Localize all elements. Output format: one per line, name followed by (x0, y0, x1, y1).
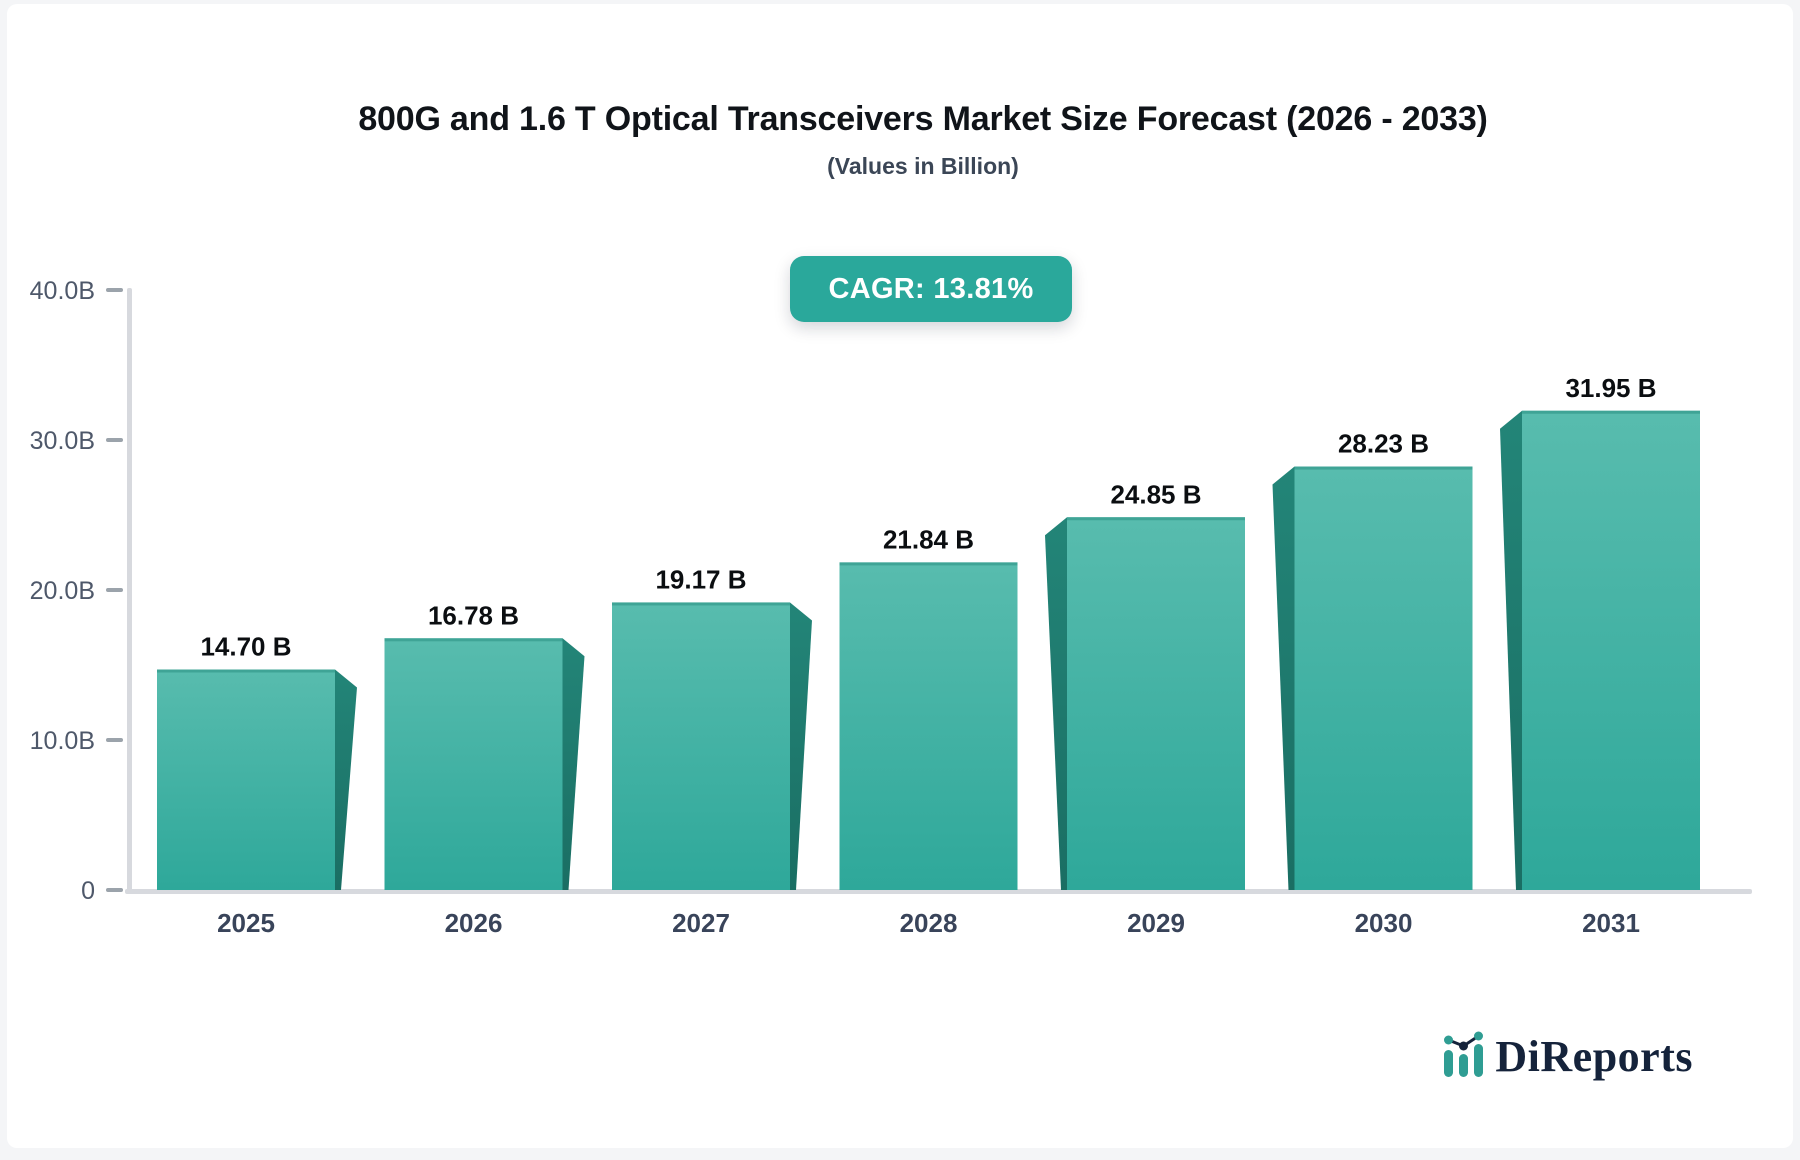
bar-2027: 19.17 B 2027 (612, 564, 812, 938)
bar-side-face (790, 602, 812, 890)
x-axis-label: 2027 (672, 908, 730, 938)
bar-front-face (1522, 410, 1700, 890)
bar-front-face (1294, 466, 1473, 890)
bar-value-label: 16.78 B (428, 600, 519, 630)
bar-2031: 31.95 B 2031 (1500, 373, 1700, 938)
bar-2030: 28.23 B 2030 (1272, 429, 1473, 938)
chart-header: 800G and 1.6 T Optical Transceivers Mark… (7, 100, 1793, 180)
bar-top-edge (839, 562, 1018, 566)
cagr-badge-label: CAGR: 13.81% (828, 272, 1034, 305)
y-tick-mark (106, 588, 123, 592)
x-axis-label: 2025 (217, 908, 275, 938)
y-tick-label: 30.0B (30, 427, 95, 455)
x-axis-line (125, 889, 1752, 894)
bar-top-edge (157, 669, 335, 673)
bar-top-edge (1522, 410, 1700, 414)
x-axis-label: 2030 (1355, 908, 1413, 938)
bar-2026: 16.78 B 2026 (384, 600, 585, 938)
x-axis-label: 2031 (1582, 908, 1640, 938)
bar-front-face (157, 669, 335, 890)
bar-side-face (1500, 410, 1522, 890)
cagr-badge: CAGR: 13.81% (790, 256, 1072, 322)
y-tick-mark (106, 888, 123, 892)
chart-title: 800G and 1.6 T Optical Transceivers Mark… (358, 100, 1488, 138)
bar-2028: 21.84 B 2028 (839, 524, 1018, 938)
y-axis-line (127, 288, 132, 894)
y-tick-label: 10.0B (30, 727, 95, 755)
bar-top-edge (384, 638, 563, 642)
direports-logo: DiReports (1442, 1022, 1693, 1082)
bar-top-edge (1067, 517, 1245, 521)
bar-2029: 24.85 B 2029 (1045, 479, 1245, 938)
bar-value-label: 21.84 B (883, 524, 974, 554)
chart-card: 800G and 1.6 T Optical Transceivers Mark… (7, 4, 1793, 1148)
bar-2025: 14.70 B 2025 (157, 632, 357, 938)
bar-value-label: 24.85 B (1110, 479, 1201, 509)
bar-value-label: 14.70 B (200, 632, 291, 662)
bar-top-edge (1294, 466, 1473, 470)
y-tick-mark (106, 288, 123, 292)
bar-top-edge (612, 602, 790, 606)
bar-side-face (1272, 466, 1295, 890)
bar-value-label: 19.17 B (655, 564, 746, 594)
mini-bar-line-chart-icon (1444, 1031, 1484, 1077)
bar-front-face (1067, 517, 1245, 890)
bar-side-face (1045, 517, 1067, 890)
x-axis-label: 2026 (445, 908, 503, 938)
y-tick-mark (106, 738, 123, 742)
bar-chart: 0 10.0B 20.0B 30.0B 40.0B 14.70 B 2025 16.78 B 2… (30, 277, 1752, 938)
bar-value-label: 28.23 B (1338, 429, 1429, 459)
bar-value-label: 31.95 B (1565, 373, 1656, 403)
bar-side-face (335, 669, 357, 890)
y-tick-mark (106, 438, 123, 442)
y-tick-label: 40.0B (30, 277, 95, 305)
chart-subtitle: (Values in Billion) (827, 153, 1019, 179)
x-axis-label: 2028 (900, 908, 958, 938)
bar-front-face (612, 602, 790, 890)
y-tick-label: 0 (81, 877, 95, 905)
x-axis-label: 2029 (1127, 908, 1185, 938)
direports-logo-text: DiReports (1495, 1032, 1693, 1081)
bar-front-face (839, 562, 1018, 890)
y-tick-label: 20.0B (30, 577, 95, 605)
bar-front-face (384, 638, 563, 890)
bar-side-face (562, 638, 585, 890)
